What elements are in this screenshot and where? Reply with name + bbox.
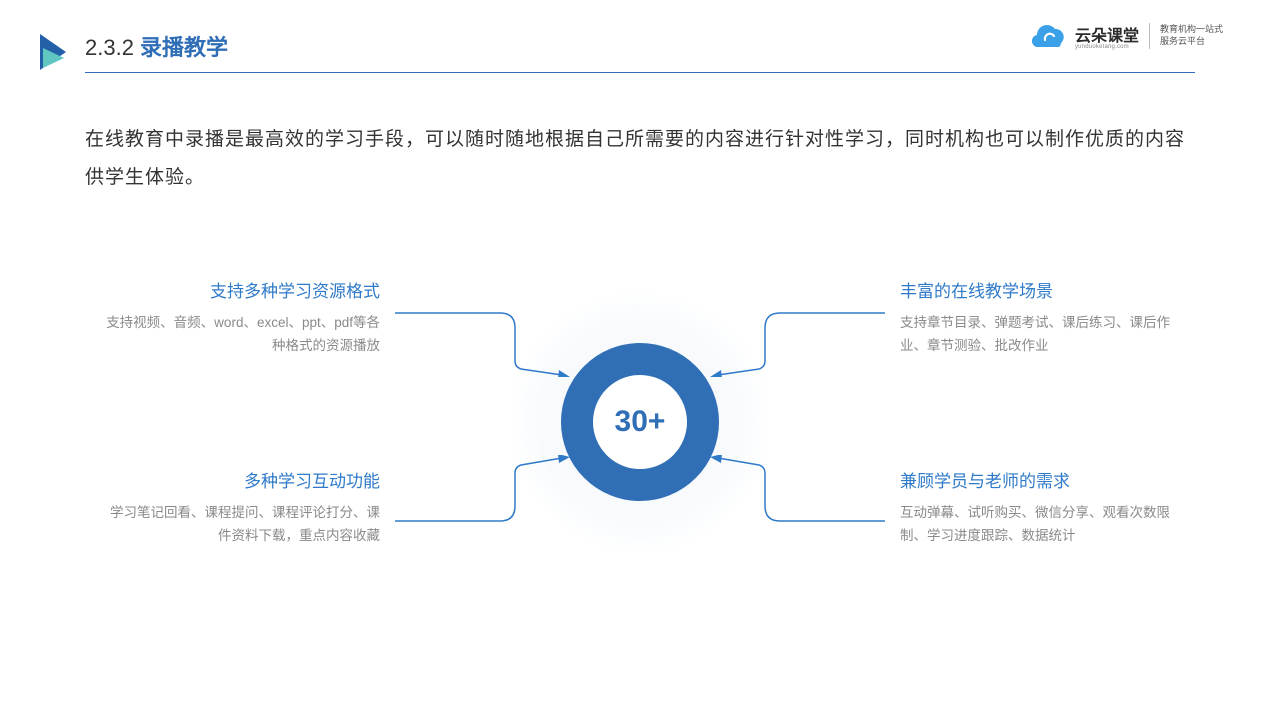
- feature-desc: 支持章节目录、弹题考试、课后练习、课后作业、章节测验、批改作业: [900, 312, 1180, 358]
- feature-bottom-left: 多种学习互动功能 学习笔记回看、课程提问、课程评论打分、课件资料下载，重点内容收…: [100, 467, 380, 548]
- feature-desc: 学习笔记回看、课程提问、课程评论打分、课件资料下载，重点内容收藏: [100, 502, 380, 548]
- feature-desc: 互动弹幕、试听购买、微信分享、观看次数限制、学习进度跟踪、数据统计: [900, 502, 1180, 548]
- feature-title: 多种学习互动功能: [100, 467, 380, 492]
- header: 2.3.2 录播教学 云朵课堂 yunduoketang.com 教育机构一站式…: [0, 0, 1280, 73]
- logo-domain: yunduoketang.com: [1075, 44, 1139, 50]
- feature-title: 支持多种学习资源格式: [100, 277, 380, 302]
- feature-bottom-right: 兼顾学员与老师的需求 互动弹幕、试听购买、微信分享、观看次数限制、学习进度跟踪、…: [900, 467, 1180, 548]
- brand-logo: 云朵课堂 yunduoketang.com 教育机构一站式服务云平台: [1031, 22, 1230, 50]
- logo-tagline: 教育机构一站式服务云平台: [1160, 24, 1230, 47]
- radial-diagram: 30+ 支持多种学习资源格式 支持视频、音频、word、excel、ppt、pd…: [0, 207, 1280, 637]
- title-block: 2.3.2 录播教学: [85, 30, 1195, 73]
- feature-desc: 支持视频、音频、word、excel、ppt、pdf等各种格式的资源播放: [100, 312, 380, 358]
- center-value: 30+: [615, 405, 666, 439]
- logo-name: 云朵课堂: [1075, 22, 1139, 46]
- logo-divider: [1149, 23, 1150, 49]
- feature-title: 兼顾学员与老师的需求: [900, 467, 1180, 492]
- section-title: 录播教学: [140, 30, 228, 62]
- feature-title: 丰富的在线教学场景: [900, 277, 1180, 302]
- center-circle: 30+: [510, 292, 770, 552]
- feature-top-right: 丰富的在线教学场景 支持章节目录、弹题考试、课后练习、课后作业、章节测验、批改作…: [900, 277, 1180, 358]
- intro-text: 在线教育中录播是最高效的学习手段，可以随时随地根据自己所需要的内容进行针对性学习…: [0, 73, 1280, 197]
- play-icon: [40, 34, 70, 70]
- feature-top-left: 支持多种学习资源格式 支持视频、音频、word、excel、ppt、pdf等各种…: [100, 277, 380, 358]
- section-number: 2.3.2: [85, 35, 134, 61]
- cloud-icon: [1031, 23, 1069, 49]
- logo-text: 云朵课堂 yunduoketang.com: [1075, 22, 1139, 50]
